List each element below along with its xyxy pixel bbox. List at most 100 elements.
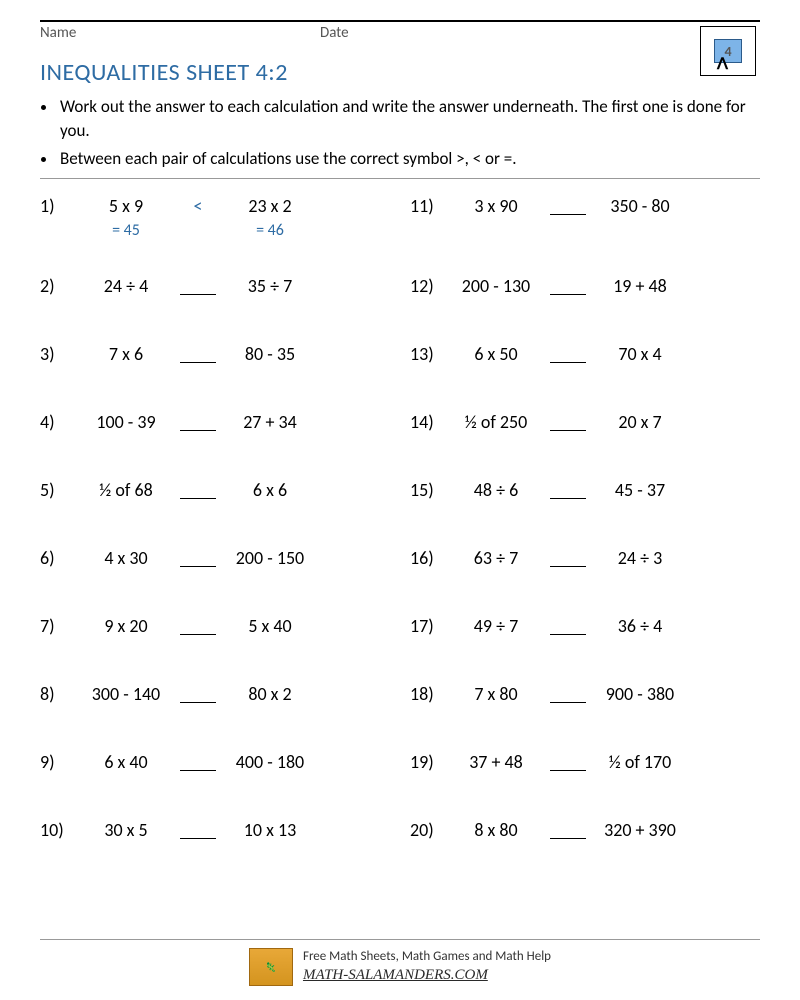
problems-column-left: 1)5 x 9= 45<23 x 2= 462)24 ÷ 435 ÷ 73)7 … [40, 189, 390, 881]
footer-text: Free Math Sheets, Math Games and Math He… [303, 949, 551, 985]
calc-left: 6 x 40 [76, 751, 176, 773]
calc-right: 200 - 150 [220, 547, 320, 569]
comparison-blank [176, 343, 220, 363]
blank-line[interactable] [550, 275, 586, 295]
blank-line[interactable] [180, 275, 216, 295]
blank-line[interactable] [180, 819, 216, 839]
calc-left: 48 ÷ 6 [446, 479, 546, 501]
problem-number: 2) [40, 275, 76, 297]
problem-row: 13)6 x 5070 x 4 [410, 337, 760, 405]
comparison-blank [176, 751, 220, 771]
calc-right: 6 x 6 [220, 479, 320, 501]
footer: 🦎 Free Math Sheets, Math Games and Math … [0, 939, 800, 986]
problem-row: 15)48 ÷ 6 45 - 37 [410, 473, 760, 541]
comparison-symbol: < [176, 195, 220, 217]
blank-line[interactable] [550, 615, 586, 635]
problem-number: 9) [40, 751, 76, 773]
calc-right: 5 x 40 [220, 615, 320, 637]
blank-line[interactable] [550, 343, 586, 363]
problem-number: 19) [410, 751, 446, 773]
calc-left: 7 x 6 [76, 343, 176, 365]
grade-badge-number: 4 ᐱ [714, 39, 742, 63]
problem-row: 17)49 ÷ 736 ÷ 4 [410, 609, 760, 677]
blank-line[interactable] [180, 411, 216, 431]
instruction-item: Work out the answer to each calculation … [58, 95, 760, 143]
problem-row: 4)100 - 39 27 + 34 [40, 405, 390, 473]
blank-line[interactable] [550, 819, 586, 839]
blank-line[interactable] [180, 683, 216, 703]
calc-right: 20 x 7 [590, 411, 690, 433]
problem-row: 8)300 - 14080 x 2 [40, 677, 390, 745]
answer-left: = 45 [76, 221, 176, 240]
problem-row: 18)7 x 80900 - 380 [410, 677, 760, 745]
blank-line[interactable] [180, 751, 216, 771]
comparison-blank [546, 343, 590, 363]
calc-left: 8 x 80 [446, 819, 546, 841]
problem-row: 12)200 - 13019 + 48 [410, 269, 760, 337]
problem-number: 13) [410, 343, 446, 365]
comparison-blank [546, 547, 590, 567]
problem-number: 3) [40, 343, 76, 365]
footer-brand: MATH-SALAMANDERS.COM [303, 966, 551, 986]
problem-row: 3)7 x 680 - 35 [40, 337, 390, 405]
problem-row: 2)24 ÷ 435 ÷ 7 [40, 269, 390, 337]
calc-left: ½ of 68 [76, 479, 176, 501]
top-rule [40, 20, 760, 22]
problems-grid: 1)5 x 9= 45<23 x 2= 462)24 ÷ 435 ÷ 73)7 … [40, 189, 760, 881]
calc-right: ½ of 170 [590, 751, 690, 773]
blank-line[interactable] [550, 411, 586, 431]
worksheet-title: INEQUALITIES SHEET 4:2 [40, 58, 760, 87]
blank-line[interactable] [550, 751, 586, 771]
calc-right: 400 - 180 [220, 751, 320, 773]
blank-line[interactable] [550, 547, 586, 567]
problem-row: 9)6 x 40 400 - 180 [40, 745, 390, 813]
calc-right: 27 + 34 [220, 411, 320, 433]
instructions-list: Work out the answer to each calculation … [58, 95, 760, 170]
comparison-blank [176, 547, 220, 567]
calc-left: 5 x 9= 45 [76, 195, 176, 240]
problem-number: 12) [410, 275, 446, 297]
calc-right: 24 ÷ 3 [590, 547, 690, 569]
problem-number: 16) [410, 547, 446, 569]
calc-right: 45 - 37 [590, 479, 690, 501]
calc-right: 36 ÷ 4 [590, 615, 690, 637]
calc-left: ½ of 250 [446, 411, 546, 433]
problem-row: 1)5 x 9= 45<23 x 2= 46 [40, 189, 390, 269]
calc-left: 200 - 130 [446, 275, 546, 297]
problems-column-right: 11)3 x 90350 - 8012)200 - 13019 + 4813)6… [410, 189, 760, 881]
problem-row: 20)8 x 80320 + 390 [410, 813, 760, 881]
calc-left: 7 x 80 [446, 683, 546, 705]
blank-line[interactable] [550, 479, 586, 499]
calc-right: 900 - 380 [590, 683, 690, 705]
calc-right: 23 x 2= 46 [220, 195, 320, 240]
comparison-blank [176, 411, 220, 431]
problem-number: 4) [40, 411, 76, 433]
blank-line[interactable] [550, 683, 586, 703]
footer-tagline: Free Math Sheets, Math Games and Math He… [303, 949, 551, 966]
calc-left: 3 x 90 [446, 195, 546, 217]
comparison-blank [546, 479, 590, 499]
calc-left: 100 - 39 [76, 411, 176, 433]
calc-left: 63 ÷ 7 [446, 547, 546, 569]
calc-left: 4 x 30 [76, 547, 176, 569]
blank-line[interactable] [180, 479, 216, 499]
problem-row: 5)½ of 686 x 6 [40, 473, 390, 541]
problem-number: 15) [410, 479, 446, 501]
answer-right: = 46 [220, 221, 320, 240]
comparison-blank [546, 683, 590, 703]
divider [40, 178, 760, 179]
calc-left: 300 - 140 [76, 683, 176, 705]
problem-number: 14) [410, 411, 446, 433]
comparison-blank [176, 683, 220, 703]
problem-number: 7) [40, 615, 76, 637]
blank-line[interactable] [550, 195, 586, 215]
blank-line[interactable] [180, 343, 216, 363]
comparison-blank [546, 615, 590, 635]
problem-row: 10)30 x 510 x 13 [40, 813, 390, 881]
instruction-item: Between each pair of calculations use th… [58, 147, 760, 171]
comparison-blank [176, 615, 220, 635]
calc-right: 70 x 4 [590, 343, 690, 365]
salamander-logo-icon: 🦎 [249, 948, 293, 986]
blank-line[interactable] [180, 547, 216, 567]
blank-line[interactable] [180, 615, 216, 635]
